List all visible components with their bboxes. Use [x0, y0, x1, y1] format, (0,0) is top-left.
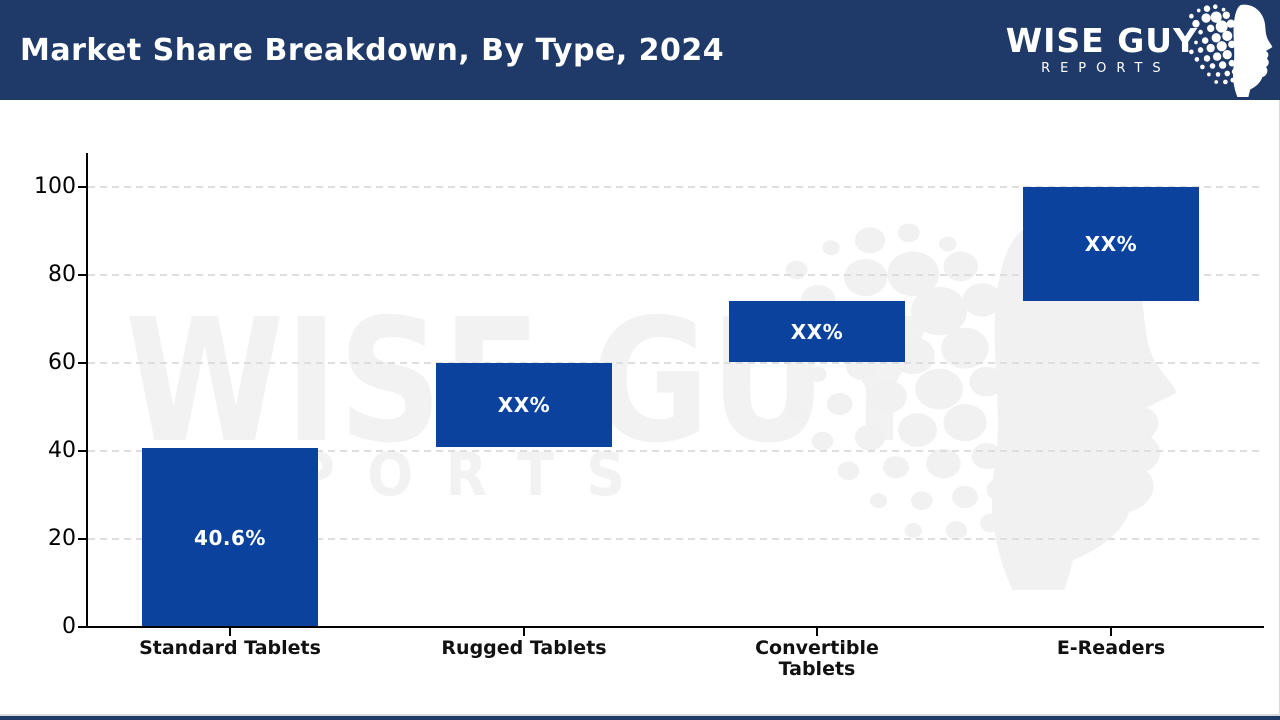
brand-logo-text: WISE GUY REPORTS [1005, 20, 1198, 77]
bar-rugged-tablets: XX% [436, 363, 612, 448]
category-label: Rugged Tablets [441, 637, 607, 659]
gridline [88, 362, 1262, 364]
bar-value-label: XX% [790, 319, 844, 344]
header: Market Share Breakdown, By Type, 2024 WI… [0, 0, 1280, 100]
x-tick-mark [1110, 628, 1112, 636]
brand-subtitle: REPORTS [1041, 61, 1171, 77]
y-tick-label: 40 [48, 438, 76, 463]
bar-convertible-tablets: XX% [729, 300, 905, 363]
bottom-accent-strip [0, 716, 1280, 720]
brand-logo: WISE GUY REPORTS [1006, 2, 1276, 98]
bar-value-label: 40.6% [194, 525, 266, 550]
y-tick-mark [78, 274, 87, 276]
y-tick-mark [78, 186, 87, 188]
y-tick-mark [78, 450, 87, 452]
y-tick-mark [78, 538, 87, 540]
gridline [88, 538, 1262, 540]
gridline [88, 450, 1262, 452]
brand-name: WISE GUY [1005, 20, 1198, 60]
y-tick-label: 20 [48, 526, 76, 551]
category-label: Convertible Tablets [755, 637, 879, 680]
bar-value-label: XX% [497, 393, 551, 418]
category-label: E-Readers [1056, 637, 1166, 659]
x-tick-mark [229, 628, 231, 636]
gridline [88, 186, 1262, 188]
x-axis-spine [86, 626, 1264, 628]
y-axis-spine [86, 153, 88, 628]
page-title: Market Share Breakdown, By Type, 2024 [20, 32, 725, 68]
category-label: Standard Tablets [139, 637, 321, 659]
y-tick-mark [78, 626, 87, 628]
gridline [88, 274, 1262, 276]
bar-value-label: XX% [1084, 231, 1138, 256]
y-tick-label: 100 [34, 174, 76, 199]
y-tick-label: 0 [62, 614, 76, 639]
x-tick-mark [523, 628, 525, 636]
y-tick-mark [78, 362, 87, 364]
bar-standard-tablets: 40.6% [142, 448, 318, 627]
y-tick-label: 60 [48, 350, 76, 375]
y-tick-label: 80 [48, 262, 76, 287]
x-tick-mark [816, 628, 818, 636]
bottom-border [0, 714, 1280, 716]
bar-e-readers: XX% [1023, 187, 1199, 301]
